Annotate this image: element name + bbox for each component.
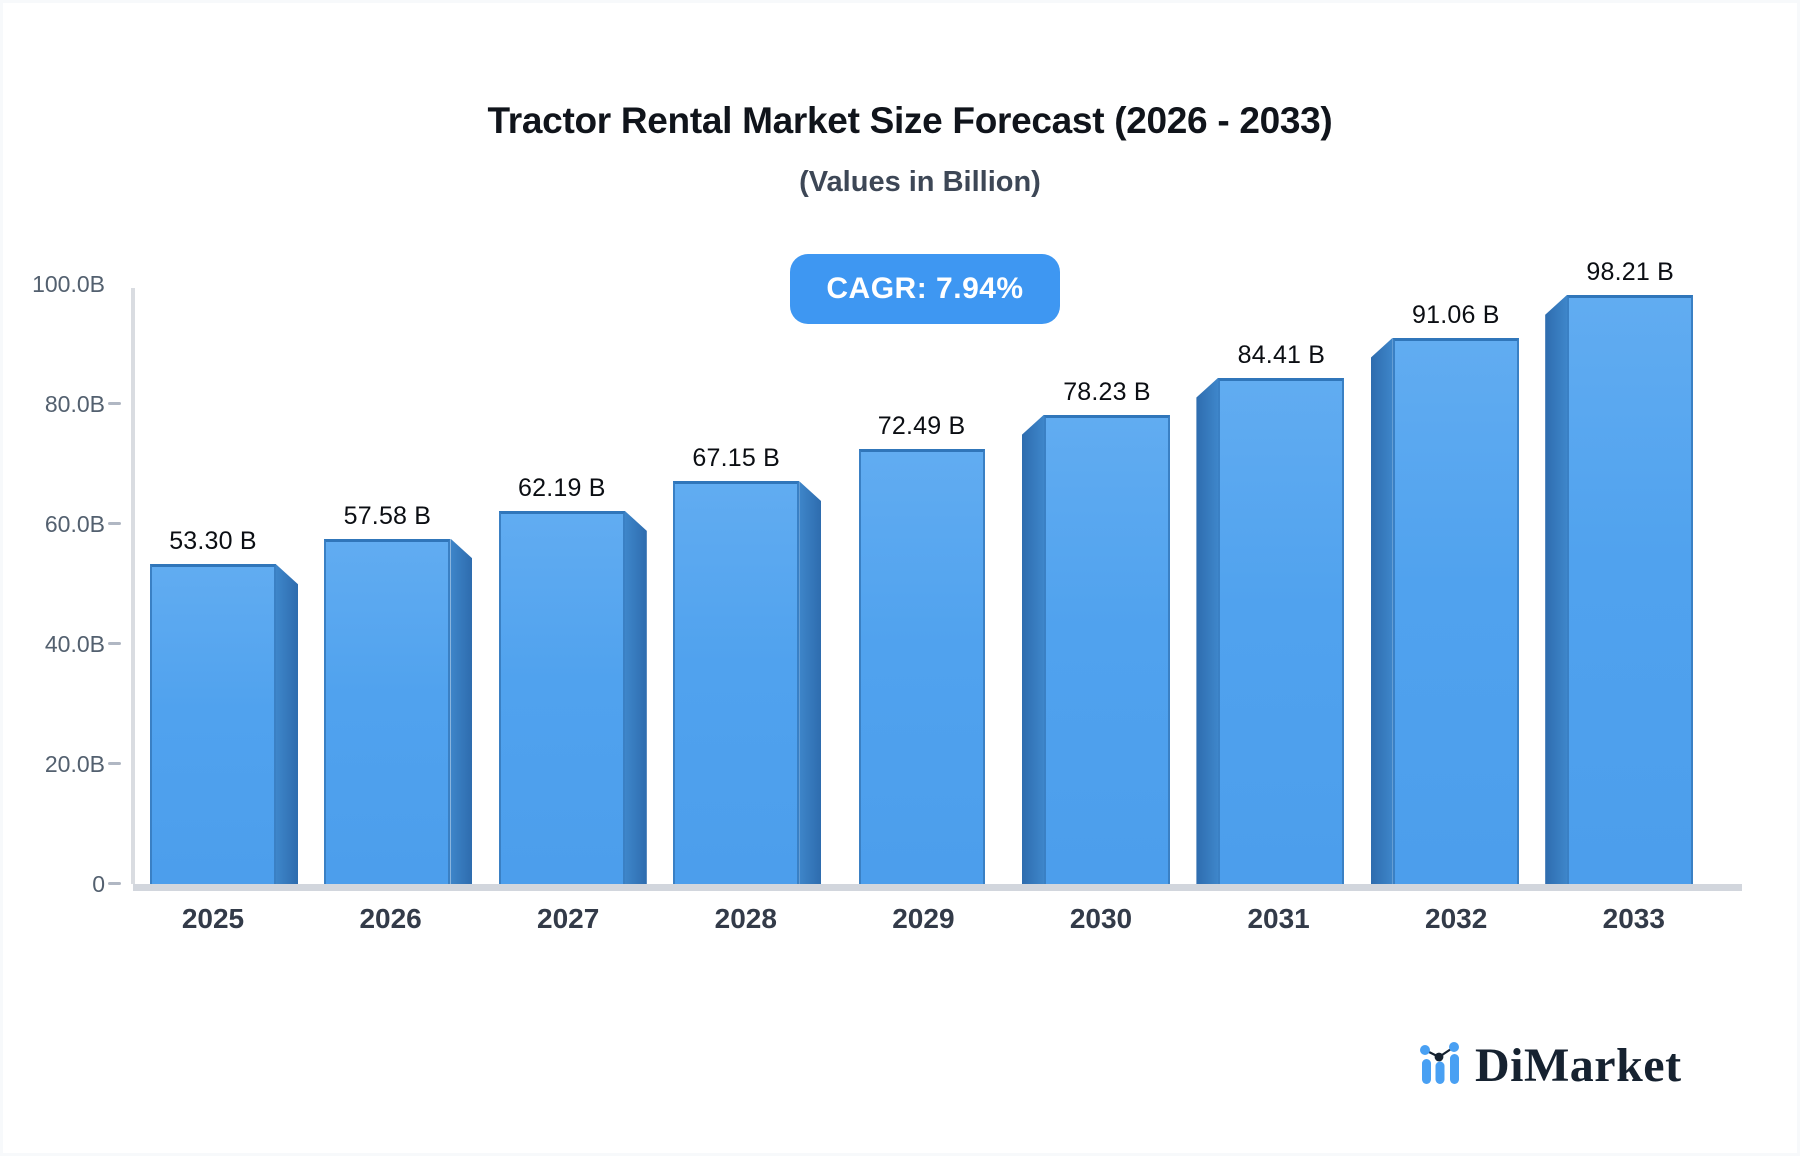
x-tick-label-2025: 2025 (181, 903, 245, 934)
bar-side-face (624, 510, 647, 884)
bar-value-label: 72.49 B (877, 412, 966, 441)
chart-title: Tractor Rental Market Size Forecast (202… (487, 100, 1333, 141)
brand-logo: DiMarket (1415, 1038, 1682, 1091)
bar-side-face (1370, 337, 1393, 884)
bar-value-label: 84.41 B (1237, 340, 1326, 369)
x-tick-label-2032: 2032 (1425, 903, 1488, 934)
x-tick-label-2031: 2031 (1247, 903, 1310, 934)
bar-value-label: 53.30 B (169, 527, 257, 556)
bar-chart-with-trendline-icon (1420, 1042, 1459, 1084)
bar-value-label: 78.23 B (1063, 377, 1151, 406)
bar-value-label: 91.06 B (1412, 300, 1500, 329)
bar-side-face (1545, 294, 1568, 884)
y-tick-mark (108, 402, 121, 405)
bar-2030 (1044, 414, 1170, 884)
bar-side-face (799, 481, 822, 884)
bar-2025 (150, 564, 276, 884)
bar-side-face (276, 564, 298, 884)
x-tick-label-2030: 2030 (1069, 903, 1133, 934)
bar-value-label: 57.58 B (343, 501, 432, 530)
y-tick-label: 60.0B (44, 511, 105, 537)
y-tick-label: 100.0B (32, 271, 105, 297)
bar-value-label: 98.21 B (1586, 257, 1674, 286)
y-tick-label: 0 (92, 871, 105, 897)
bar-value-label: 67.15 B (692, 444, 780, 473)
bar-value-label: 62.19 B (518, 473, 606, 502)
y-tick-mark (108, 522, 121, 525)
bar-2033 (1567, 294, 1694, 884)
y-tick-mark (108, 762, 121, 765)
y-tick-mark (108, 642, 121, 645)
brand-logo-text: DiMarket (1475, 1039, 1682, 1092)
bar-side-face (1196, 377, 1219, 884)
bar-2031 (1218, 377, 1345, 884)
y-tick-label: 20.0B (44, 751, 105, 777)
x-tick-label-2028: 2028 (714, 903, 777, 934)
bar-2026 (324, 538, 451, 884)
x-tick-label-2026: 2026 (359, 903, 422, 934)
y-tick-mark (108, 882, 121, 885)
bar-2032 (1392, 337, 1519, 884)
y-tick-label: 80.0B (44, 391, 105, 417)
bar-2027 (498, 510, 625, 884)
x-tick-label-2033: 2033 (1602, 903, 1665, 934)
x-tick-label-2029: 2029 (892, 903, 955, 934)
bar-2029 (858, 449, 985, 884)
bar-side-face (1022, 414, 1044, 884)
bar-2028 (673, 481, 800, 884)
y-tick-label: 40.0B (44, 631, 105, 657)
y-axis-line (131, 288, 135, 884)
chart-subtitle: (Values in Billion) (799, 166, 1041, 198)
x-axis-baseline (133, 884, 1742, 891)
bar-side-face (450, 538, 473, 884)
cagr-badge: CAGR: 7.94% (790, 254, 1060, 324)
x-tick-label-2027: 2027 (537, 903, 600, 934)
